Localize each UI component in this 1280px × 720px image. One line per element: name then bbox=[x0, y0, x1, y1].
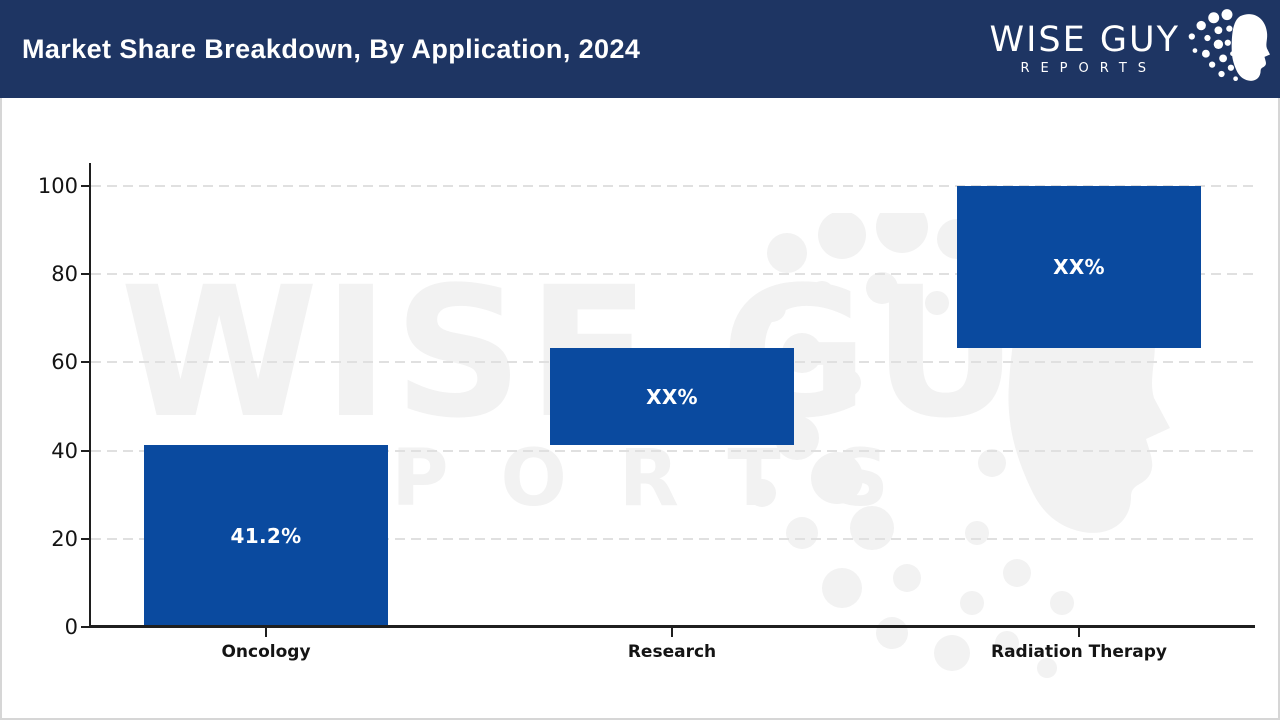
x-axis-line bbox=[89, 625, 1255, 628]
bar-value-label: XX% bbox=[1053, 254, 1105, 279]
watermark-face-dots bbox=[747, 213, 1170, 678]
brand-logo-text: WISE GUY REPORTS bbox=[989, 22, 1180, 77]
gridline-100 bbox=[91, 185, 1255, 187]
face-dots-logo-icon bbox=[1188, 9, 1270, 82]
chart-canvas: WISE GUY REPORTS 0 20 40 60 80 100 41.2% XX% XX%… bbox=[0, 98, 1280, 720]
bar-radiation-therapy: XX% bbox=[957, 186, 1201, 348]
brand-tagline: REPORTS bbox=[1020, 60, 1158, 76]
y-tick-0 bbox=[81, 626, 89, 628]
gridline-20 bbox=[91, 537, 1255, 540]
y-axis-tick-label: 100 bbox=[37, 174, 78, 198]
bar-value-label: 41.2% bbox=[230, 524, 302, 549]
bar-value-label: XX% bbox=[646, 384, 698, 409]
x-tick-2 bbox=[671, 628, 673, 637]
y-axis-tick-label: 0 bbox=[64, 615, 78, 639]
y-tick-60 bbox=[81, 361, 89, 364]
plot-area: 0 20 40 60 80 100 41.2% XX% XX% Oncology Research R… bbox=[2, 98, 1278, 718]
brand-logo: WISE GUY REPORTS bbox=[989, 5, 1270, 93]
bar-research: XX% bbox=[550, 347, 794, 446]
gridline-80 bbox=[91, 273, 1255, 276]
gridline-40 bbox=[91, 449, 1255, 452]
y-tick-80 bbox=[81, 273, 89, 276]
page-title: Market Share Breakdown, By Application, … bbox=[22, 33, 641, 64]
y-axis-tick-label: 20 bbox=[51, 526, 78, 551]
x-tick-1 bbox=[265, 628, 267, 637]
x-axis-category-label: Research bbox=[627, 642, 717, 662]
x-axis-category-label: Oncology bbox=[221, 642, 311, 662]
y-axis-tick-label: 80 bbox=[51, 262, 78, 287]
y-axis-tick-label: 60 bbox=[51, 350, 78, 375]
x-tick-3 bbox=[1078, 628, 1080, 637]
y-axis-tick-label: 40 bbox=[51, 438, 78, 463]
x-axis-category-label: Radiation Therapy bbox=[990, 642, 1168, 662]
y-tick-20 bbox=[81, 537, 89, 540]
bar-oncology: 41.2% bbox=[144, 445, 388, 627]
y-tick-100 bbox=[81, 185, 89, 187]
header-bar: Market Share Breakdown, By Application, … bbox=[0, 0, 1280, 98]
brand-name: WISE GUY bbox=[989, 19, 1180, 60]
y-tick-40 bbox=[81, 449, 89, 452]
y-axis-line bbox=[89, 163, 91, 628]
